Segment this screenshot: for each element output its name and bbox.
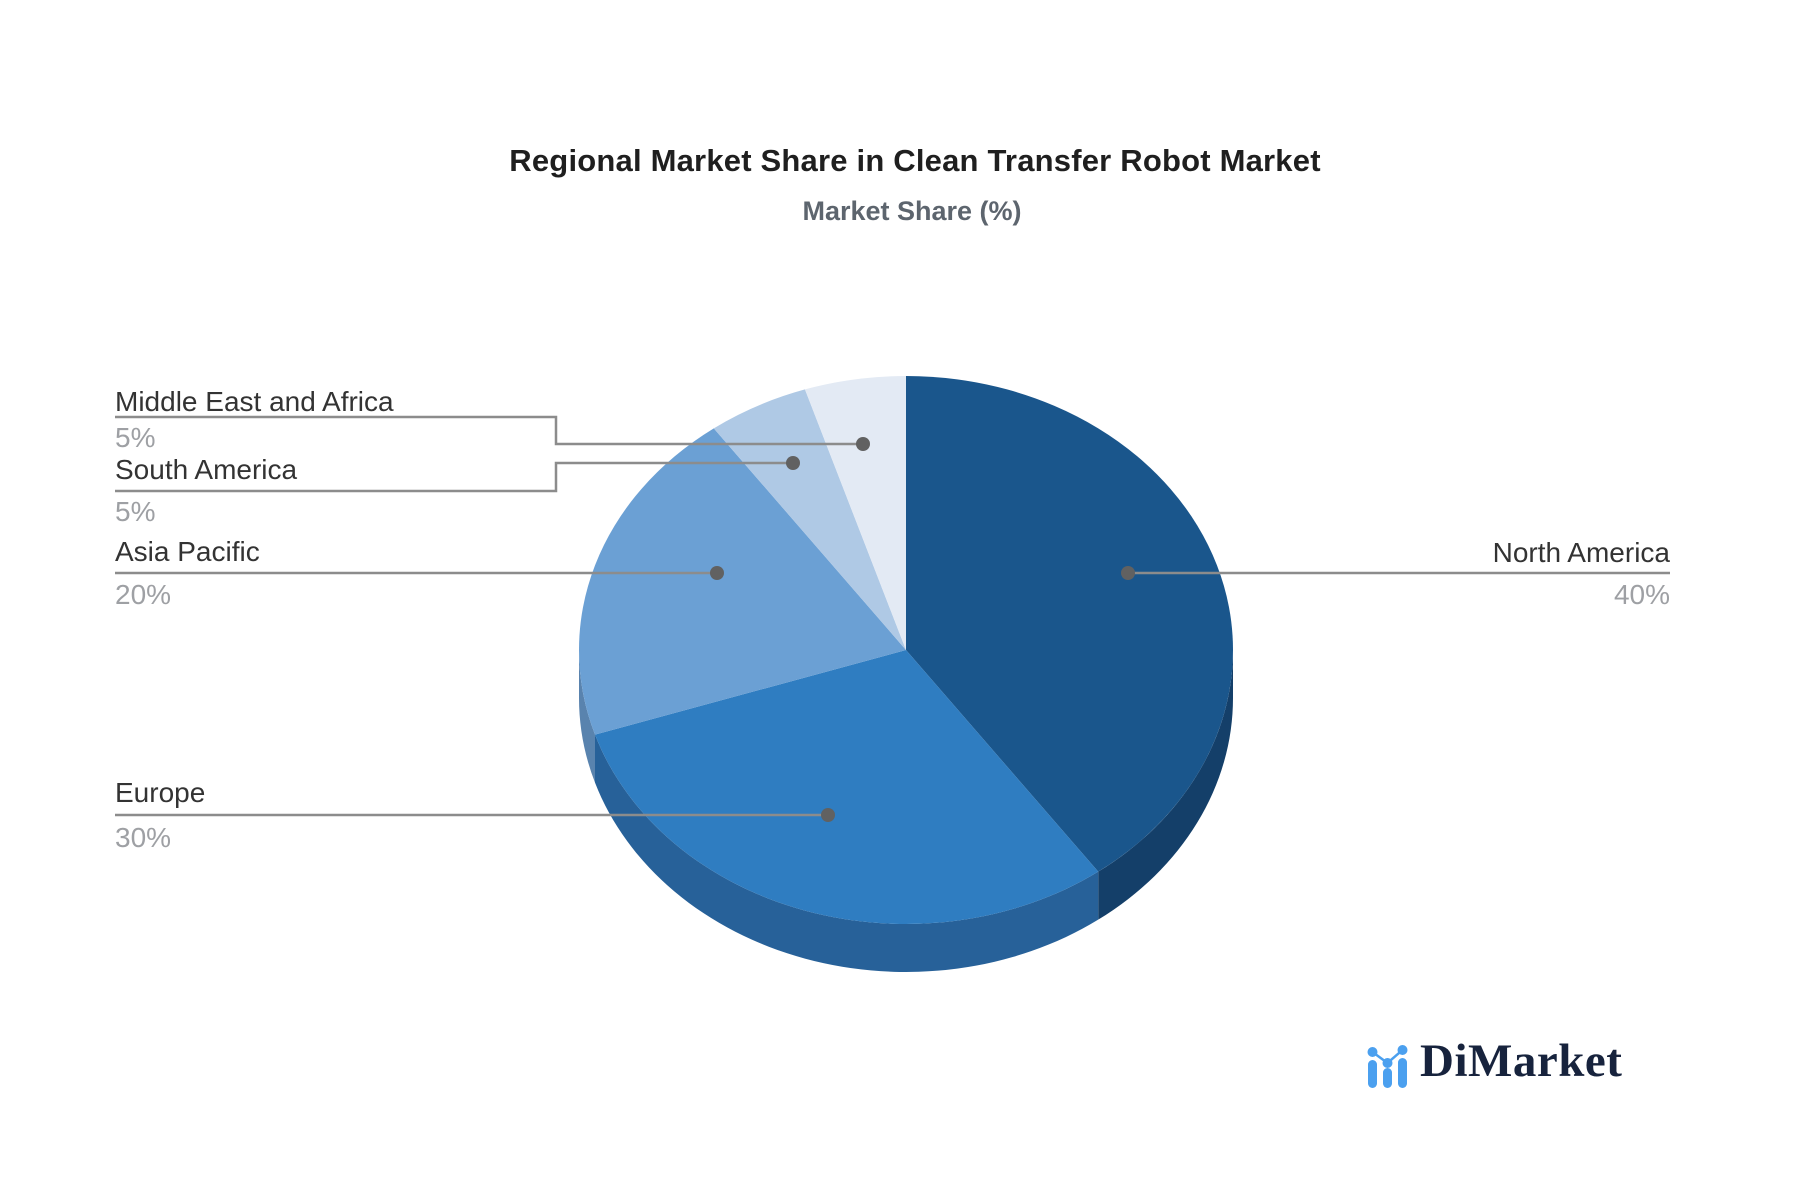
callout-label: Asia Pacific (115, 536, 260, 567)
callout-value-europe: 30% (115, 821, 171, 855)
pie-slice-europe (595, 650, 1099, 925)
pie-slice-side-europe (595, 734, 1099, 972)
callout-label: South America (115, 454, 298, 485)
dimarket-logo: DiMarket (1358, 1030, 1678, 1100)
callout-value: 5% (115, 496, 156, 527)
callout-dot-south-america (786, 456, 800, 470)
callout-dot-middle-east-and-africa (856, 437, 870, 451)
callout-value-middle-east-and-africa: 5% (115, 421, 155, 455)
callout-south-america: South America (115, 453, 297, 487)
chart-subtitle: Market Share (%) (802, 196, 1022, 226)
callout-dot-north-america (1121, 566, 1135, 580)
callout-label: North America (1492, 537, 1670, 568)
bar-chart-logo-icon (1367, 1045, 1408, 1088)
pie-slice-north-america (906, 376, 1234, 872)
pie-slice-south-america (713, 389, 906, 650)
callout-europe: Europe (115, 776, 205, 810)
callout-dot-asia-pacific (710, 566, 724, 580)
logo-text: DiMarket (1420, 1035, 1623, 1087)
pie-slice-side-north-america (1098, 650, 1233, 920)
callout-value: 5% (115, 422, 156, 453)
callout-label: Middle East and Africa (115, 386, 394, 417)
callout-value-south-america: 5% (115, 495, 155, 529)
pie-slice-asia-pacific (579, 428, 906, 735)
callout-middle-east-and-africa: Middle East and Africa (115, 385, 394, 419)
pie-slice-side-asia-pacific (579, 650, 596, 783)
callout-value: 30% (115, 822, 172, 853)
callout-value-north-america: 40% (1614, 578, 1670, 612)
callout-dot-europe (821, 808, 835, 822)
callout-line-middle-east-and-africa (115, 415, 863, 446)
callout-line-south-america (115, 461, 793, 493)
callout-value: 40% (1613, 579, 1670, 610)
callout-value-asia-pacific: 20% (115, 578, 171, 612)
callout-asia-pacific: Asia Pacific (115, 535, 260, 569)
callout-value: 20% (115, 579, 172, 610)
chart-title: Regional Market Share in Clean Transfer … (509, 143, 1321, 178)
callout-label: Europe (115, 777, 206, 808)
callout-north-america: North America (1493, 536, 1670, 570)
